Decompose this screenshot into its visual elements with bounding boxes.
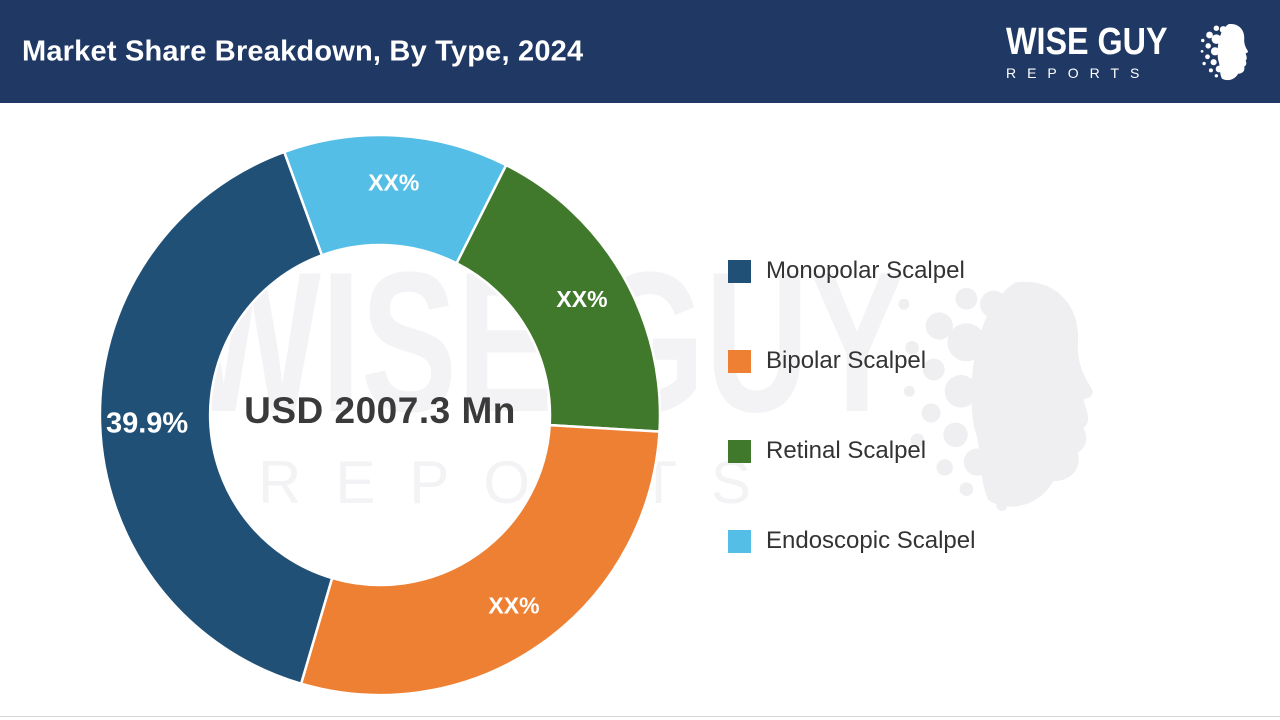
chart-center-value: USD 2007.3 Mn — [244, 390, 516, 431]
legend-item-bipolar-scalpel[interactable]: Bipolar Scalpel — [728, 337, 975, 385]
brand-logo: WISE GUY REPORTS — [1006, 6, 1266, 98]
donut-segment-bipolar-scalpel[interactable] — [299, 423, 661, 697]
bottom-divider — [0, 716, 1280, 717]
donut-chart: XX% XX% XX% 39.9% — [98, 133, 662, 697]
chart-legend: Monopolar Scalpel Bipolar Scalpel Retinal … — [728, 247, 975, 607]
legend-label: Bipolar Scalpel — [766, 347, 927, 374]
donut-segment-retinal-scalpel[interactable] — [454, 163, 662, 433]
page-title: Market Share Breakdown, By Type, 2024 — [22, 35, 584, 67]
legend-swatch — [728, 439, 751, 463]
brand-face-icon — [1200, 23, 1248, 81]
legend-swatch — [728, 529, 751, 553]
segment-value-label-retinal-scalpel: XX% — [556, 286, 607, 312]
brand-wordmark: WISE GUY — [1005, 21, 1168, 63]
legend-label: Retinal Scalpel — [766, 437, 927, 464]
legend-label: Monopolar Scalpel — [766, 257, 965, 284]
legend-item-endoscopic-scalpel[interactable]: Endoscopic Scalpel — [728, 517, 975, 565]
segment-value-label-endoscopic-scalpel: XX% — [368, 169, 419, 195]
watermark-face-icon — [898, 281, 1093, 511]
legend-item-monopolar-scalpel[interactable]: Monopolar Scalpel — [728, 247, 975, 295]
header-bar: Market Share Breakdown, By Type, 2024 WI… — [0, 0, 1280, 103]
legend-label: Endoscopic Scalpel — [766, 527, 976, 554]
brand-reports-text: REPORTS — [1005, 65, 1151, 81]
watermark-reports-text: REPORTS — [258, 449, 785, 516]
segment-value-label-monopolar-scalpel: 39.9% — [106, 408, 188, 440]
donut-segment-monopolar-scalpel[interactable] — [98, 150, 334, 686]
legend-item-retinal-scalpel[interactable]: Retinal Scalpel — [728, 427, 975, 475]
legend-swatch — [728, 259, 751, 283]
legend-swatch — [728, 349, 751, 373]
segment-value-label-bipolar-scalpel: XX% — [488, 593, 539, 619]
